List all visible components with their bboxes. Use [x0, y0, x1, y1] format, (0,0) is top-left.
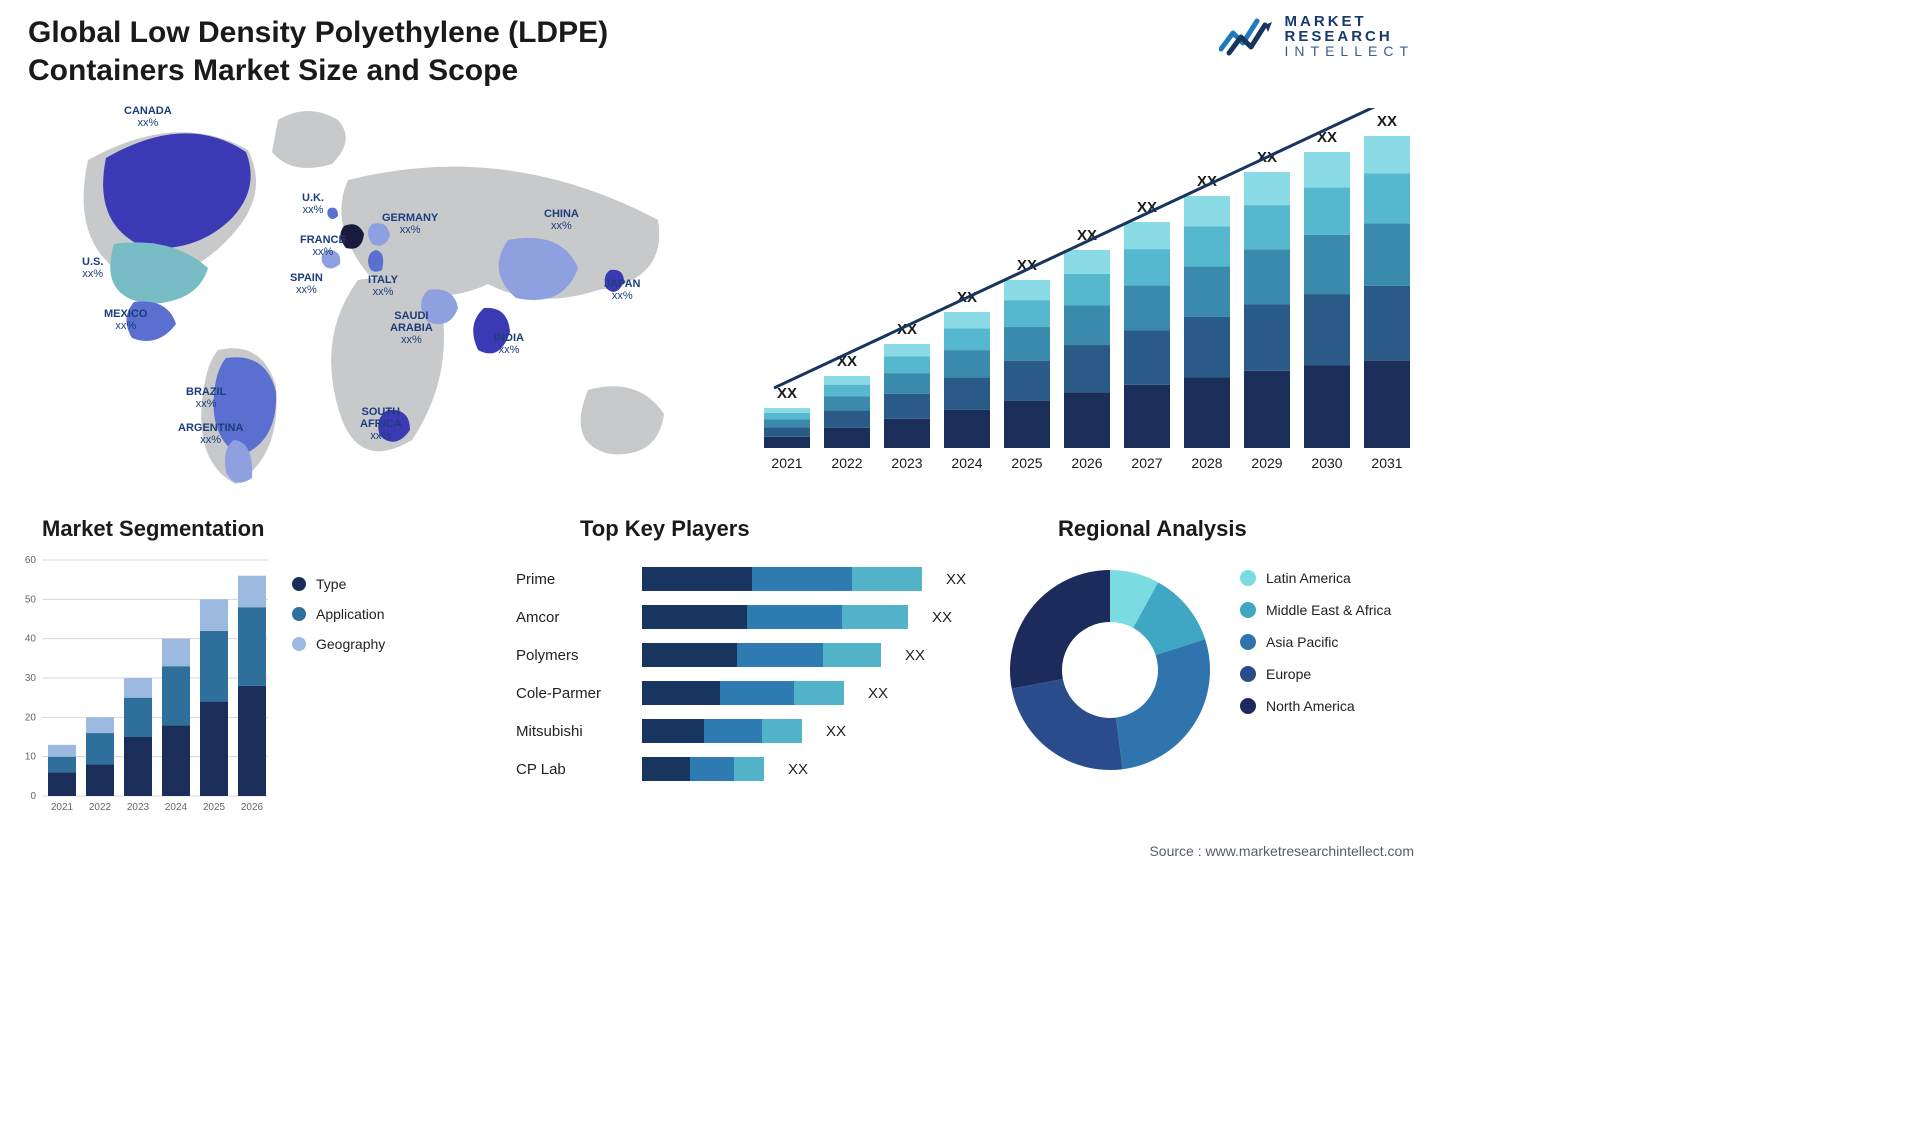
- regional-legend: Latin America Middle East & Africa Asia Pa…: [1240, 570, 1391, 730]
- main-growth-chart: XX2021XX2022XX2023XX2024XX2025XX2026XX20…: [754, 108, 1414, 478]
- legend-item: Application: [292, 606, 385, 622]
- svg-text:2021: 2021: [771, 455, 802, 471]
- map-label: SAUDIARABIAxx%: [390, 310, 433, 346]
- key-player-row: Amcor XX: [516, 598, 976, 636]
- map-label: SPAINxx%: [290, 272, 323, 296]
- segmentation-heading: Market Segmentation: [42, 516, 265, 542]
- logo-line3: INTELLECT: [1285, 44, 1414, 58]
- map-label: SOUTHAFRICAxx%: [360, 406, 402, 442]
- svg-text:2022: 2022: [89, 802, 112, 813]
- logo-line1: MARKET: [1285, 14, 1414, 29]
- key-player-row: Cole-Parmer XX: [516, 674, 976, 712]
- keyplayers-heading: Top Key Players: [580, 516, 750, 542]
- svg-text:60: 60: [25, 555, 37, 566]
- map-label: U.S.xx%: [82, 256, 103, 280]
- map-label: CANADAxx%: [124, 105, 172, 129]
- svg-text:2030: 2030: [1311, 455, 1342, 471]
- key-player-label: Polymers: [516, 647, 628, 664]
- svg-text:XX: XX: [777, 385, 797, 402]
- key-player-row: Mitsubishi XX: [516, 712, 976, 750]
- segmentation-legend: Type Application Geography: [292, 576, 385, 666]
- svg-text:2025: 2025: [1011, 455, 1042, 471]
- key-player-value: XX: [946, 571, 966, 588]
- key-player-row: Polymers XX: [516, 636, 976, 674]
- main-growth-chart-svg: XX2021XX2022XX2023XX2024XX2025XX2026XX20…: [754, 108, 1414, 478]
- world-map: CANADAxx% U.S.xx% MEXICOxx% BRAZILxx% ARGENT…: [28, 100, 708, 490]
- key-player-row: CP Lab XX: [516, 750, 976, 788]
- key-player-label: Cole-Parmer: [516, 685, 628, 702]
- map-label: U.K.xx%: [302, 192, 324, 216]
- svg-text:2023: 2023: [127, 802, 150, 813]
- svg-text:2028: 2028: [1191, 455, 1222, 471]
- map-uk: [327, 208, 338, 219]
- svg-text:40: 40: [25, 634, 37, 645]
- key-player-value: XX: [826, 723, 846, 740]
- svg-text:2023: 2023: [891, 455, 922, 471]
- logo-line2: RESEARCH: [1285, 29, 1414, 44]
- key-player-value: XX: [905, 647, 925, 664]
- key-player-label: CP Lab: [516, 761, 628, 778]
- svg-text:2024: 2024: [165, 802, 188, 813]
- segmentation-chart-svg: 0 10 20 30 40 50 60 2021 2022 2023 2024 2025 2026: [14, 552, 274, 820]
- source-text: Source : www.marketresearchintellect.com: [1149, 843, 1414, 859]
- svg-text:XX: XX: [1377, 113, 1397, 130]
- map-label: MEXICOxx%: [104, 308, 147, 332]
- map-label: GERMANYxx%: [382, 212, 438, 236]
- map-label: CHINAxx%: [544, 208, 579, 232]
- key-player-value: XX: [868, 685, 888, 702]
- svg-text:30: 30: [25, 673, 37, 684]
- map-label: ITALYxx%: [368, 274, 398, 298]
- svg-text:2029: 2029: [1251, 455, 1282, 471]
- map-label: JAPANxx%: [604, 278, 640, 302]
- svg-text:2026: 2026: [1071, 455, 1102, 471]
- svg-text:2024: 2024: [951, 455, 982, 471]
- svg-text:2021: 2021: [51, 802, 74, 813]
- svg-text:2026: 2026: [241, 802, 264, 813]
- key-player-row: Prime XX: [516, 560, 976, 598]
- legend-item: Latin America: [1240, 570, 1391, 586]
- regional-donut: [1000, 560, 1220, 780]
- map-label: FRANCExx%: [300, 234, 346, 258]
- svg-text:20: 20: [25, 712, 37, 723]
- key-player-value: XX: [788, 761, 808, 778]
- map-label: ARGENTINAxx%: [178, 422, 243, 446]
- svg-text:2027: 2027: [1131, 455, 1162, 471]
- brand-logo: MARKET RESEARCH INTELLECT: [1219, 14, 1414, 58]
- key-player-value: XX: [932, 609, 952, 626]
- logo-icon: [1219, 15, 1275, 57]
- svg-text:2031: 2031: [1371, 455, 1402, 471]
- map-label: BRAZILxx%: [186, 386, 226, 410]
- legend-item: Geography: [292, 636, 385, 652]
- legend-item: Europe: [1240, 666, 1391, 682]
- legend-item: Type: [292, 576, 385, 592]
- map-label: INDIAxx%: [494, 332, 524, 356]
- key-player-label: Prime: [516, 571, 628, 588]
- svg-text:2025: 2025: [203, 802, 226, 813]
- svg-text:50: 50: [25, 594, 37, 605]
- key-player-label: Mitsubishi: [516, 723, 628, 740]
- svg-text:2022: 2022: [831, 455, 862, 471]
- legend-item: North America: [1240, 698, 1391, 714]
- svg-text:0: 0: [30, 791, 36, 802]
- key-player-label: Amcor: [516, 609, 628, 626]
- legend-item: Asia Pacific: [1240, 634, 1391, 650]
- key-players-chart: PrimeXXAmcorXXPolymersXXCole-ParmerXXMit…: [516, 560, 976, 820]
- regional-donut-svg: [1000, 560, 1220, 780]
- legend-item: Middle East & Africa: [1240, 602, 1391, 618]
- regional-heading: Regional Analysis: [1058, 516, 1247, 542]
- page-title: Global Low Density Polyethylene (LDPE) C…: [28, 14, 728, 89]
- segmentation-chart: 0 10 20 30 40 50 60 2021 2022 2023 2024 2025 2026: [14, 552, 274, 820]
- svg-text:10: 10: [25, 752, 37, 763]
